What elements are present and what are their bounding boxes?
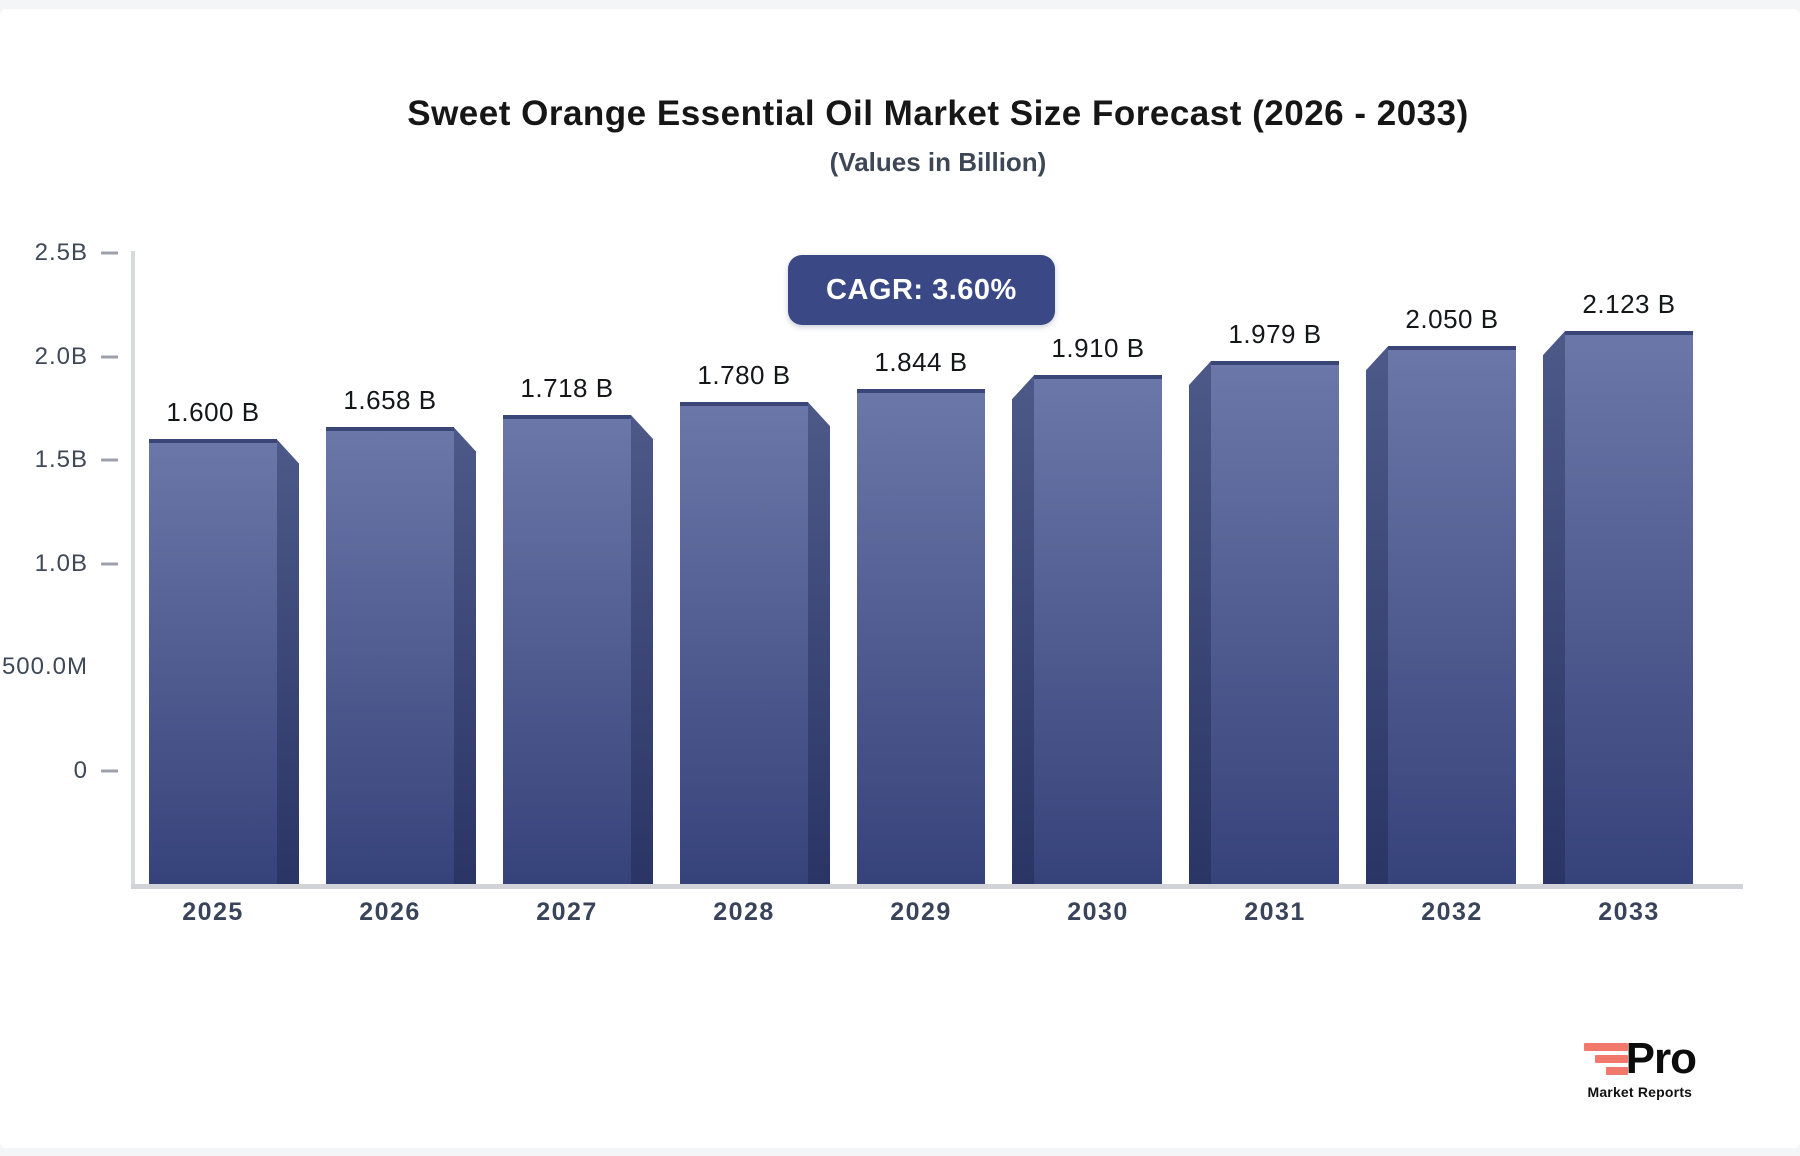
- bar-side-2032: [1366, 346, 1388, 884]
- bar-side-2028: [808, 402, 830, 884]
- x-axis-label: 2032: [1421, 898, 1483, 926]
- bar-value-label: 2.123 B: [1582, 289, 1676, 320]
- bar-2025: [149, 439, 277, 884]
- bar-side-2025: [277, 439, 299, 884]
- x-axis-label: 2029: [890, 898, 952, 926]
- bar-side-2026: [454, 427, 476, 884]
- bar-2029: [857, 388, 985, 884]
- speed-bars-icon: [1583, 1041, 1628, 1077]
- bar-side-2031: [1189, 360, 1211, 884]
- y-axis-tick-label: 2.5B: [34, 239, 88, 266]
- bar-side-2033: [1543, 331, 1565, 884]
- bar-value-label: 1.780 B: [697, 360, 791, 391]
- x-axis-label: 2033: [1598, 898, 1660, 926]
- chart-subtitle: (Values in Billion): [829, 147, 1047, 177]
- bar-value-label: 1.844 B: [874, 346, 968, 377]
- x-axis-label: 2028: [713, 898, 775, 926]
- brand-logo: Pro Market Reports: [1583, 1034, 1697, 1100]
- y-axis-tick-label: 2.0B: [34, 342, 88, 370]
- bar-value-label: 2.050 B: [1405, 304, 1499, 335]
- bar-2027: [503, 415, 631, 884]
- bar-value-label: 1.600 B: [166, 397, 260, 428]
- bar-2030: [1034, 375, 1162, 884]
- bar-value-label: 1.910 B: [1051, 333, 1145, 364]
- x-axis-line: [131, 884, 1743, 889]
- x-axis-label: 2025: [182, 898, 244, 926]
- y-axis-tick-label: 1.0B: [34, 549, 88, 577]
- bar-2028: [680, 402, 808, 884]
- y-axis-tick-mark: [101, 251, 118, 255]
- y-axis-tick-label: 1.5B: [34, 446, 88, 474]
- x-axis-label: 2026: [359, 898, 421, 926]
- y-axis-tick-mark: [101, 769, 118, 773]
- bar-side-2030: [1012, 375, 1034, 884]
- y-axis-line: [131, 251, 135, 888]
- y-axis-tick-mark: [101, 355, 118, 359]
- bar-2033: [1565, 331, 1693, 884]
- logo-subtext: Market Reports: [1587, 1084, 1693, 1100]
- bar-value-label: 1.658 B: [343, 385, 437, 416]
- bar-value-label: 1.718 B: [520, 373, 614, 404]
- bar-value-label: 1.979 B: [1228, 318, 1322, 349]
- x-axis-label: 2027: [536, 898, 598, 926]
- x-axis-label: 2031: [1244, 898, 1306, 926]
- cagr-badge: CAGR: 3.60%: [788, 255, 1055, 325]
- y-axis-tick-label: 0: [73, 757, 88, 784]
- bar-2026: [326, 427, 454, 884]
- bar-2032: [1388, 346, 1516, 884]
- bar-2031: [1211, 360, 1339, 884]
- logo-text: Pro: [1625, 1034, 1697, 1083]
- logo-row: Pro: [1583, 1034, 1697, 1083]
- bar-side-2027: [631, 415, 653, 884]
- x-axis-label: 2030: [1067, 898, 1129, 926]
- chart-title: Sweet Orange Essential Oil Market Size F…: [407, 94, 1469, 133]
- y-axis-tick-mark: [101, 458, 118, 462]
- y-axis-tick-label: 500.0M: [1, 653, 88, 681]
- y-axis-tick-mark: [101, 562, 118, 566]
